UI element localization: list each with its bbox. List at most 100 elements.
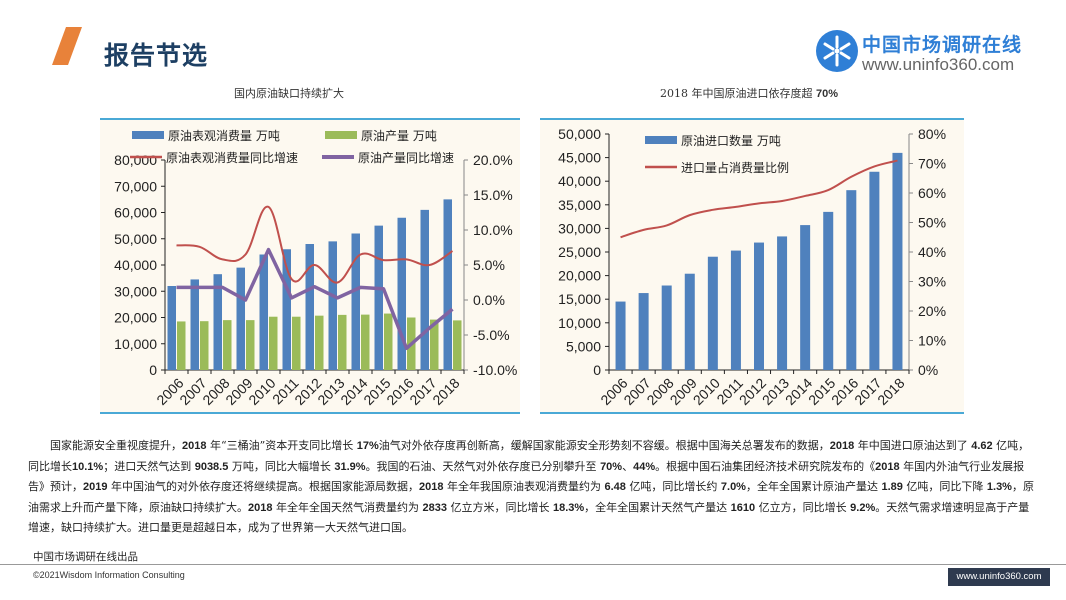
y2-tick-label: 10% xyxy=(918,333,946,349)
y-tick-label: 10,000 xyxy=(558,315,601,331)
paragraph-text: 亿吨，同比增长 xyxy=(28,439,1030,473)
x-tick-label: 2018 xyxy=(429,375,462,408)
legend-label: 原油表观消费量 万吨 xyxy=(168,129,280,143)
bar-原油表观消费量-万吨 xyxy=(305,244,314,370)
y-tick-label: 10,000 xyxy=(114,336,157,352)
paragraph-text: ，原油需求上升而产量下降，原油缺口持续扩大。 xyxy=(28,480,1034,514)
y-tick-label: 45,000 xyxy=(558,150,601,166)
y-tick-label: 50,000 xyxy=(558,126,601,142)
y-tick-label: 40,000 xyxy=(114,257,157,273)
paragraph-figure: 9.2% xyxy=(850,501,876,514)
footer-brand: 中国市场调研在线出品 xyxy=(33,551,138,563)
y2-tick-label: 0% xyxy=(918,362,938,378)
bar-原油表观消费量-万吨 xyxy=(213,274,222,370)
paragraph-text: 亿吨，同比增长约 xyxy=(625,480,721,493)
y2-tick-label: 10.0% xyxy=(473,222,513,238)
footer-divider xyxy=(0,564,1066,565)
bar-原油进口数量-万吨 xyxy=(869,171,880,370)
bar-原油产量-万吨 xyxy=(361,314,370,370)
paragraph-figure: 17% xyxy=(356,440,379,452)
title-accent-slash xyxy=(52,27,82,65)
legend-label: 进口量占消费量比例 xyxy=(681,160,789,175)
line-原油产量同比增速 xyxy=(176,247,454,351)
right-chart: 0 5,000 10,000 15,000 20,000 25,000 30,000 35,0… xyxy=(558,126,946,408)
y2-tick-label: 20% xyxy=(918,303,946,319)
paragraph-figure: 2018 xyxy=(418,481,444,493)
footer-copyright: ©2021Wisdom Information Consulting xyxy=(33,570,185,580)
bar-原油进口数量-万吨 xyxy=(823,211,834,370)
paragraph-text: 年国内外油气行业发展报告》预计， xyxy=(28,459,1025,494)
paragraph-text: 年中国进口原油达到了 xyxy=(854,439,972,452)
bar-原油产量-万吨 xyxy=(292,316,301,370)
y2-tick-label: 70% xyxy=(918,156,946,172)
bar-原油表观消费量-万吨 xyxy=(167,286,176,370)
paragraph-text: 国家能源安全重视度提升， xyxy=(50,439,182,452)
legend-label: 原油表观消费量同比增速 xyxy=(166,151,298,165)
bar-原油进口数量-万吨 xyxy=(730,250,741,370)
y2-tick-label: -5.0% xyxy=(473,327,510,343)
bar-原油表观消费量-万吨 xyxy=(259,254,268,370)
legend-swatch xyxy=(325,131,357,139)
y-tick-label: 35,000 xyxy=(558,197,601,213)
y2-tick-label: 60% xyxy=(918,185,946,201)
y-tick-label: 25,000 xyxy=(558,244,601,260)
bar-原油进口数量-万吨 xyxy=(846,190,857,370)
paragraph-text: 年全年我国原油表观消费量约为 xyxy=(443,480,605,493)
bar-原油产量-万吨 xyxy=(315,315,324,370)
y-tick-label: 60,000 xyxy=(114,205,157,221)
y2-tick-label: 15.0% xyxy=(473,187,513,203)
bar-原油进口数量-万吨 xyxy=(615,301,626,370)
y-tick-label: 0 xyxy=(149,362,157,378)
paragraph-text: ，全年全国累计天然气产量达 xyxy=(584,500,731,514)
paragraph-figure: 70% xyxy=(600,460,623,473)
bar-原油表观消费量-万吨 xyxy=(443,199,452,370)
bar-原油进口数量-万吨 xyxy=(800,225,811,370)
right-chart-title: 2018 年中国原油进口依存度超 70% xyxy=(660,85,838,101)
y-tick-label: 0 xyxy=(593,362,601,378)
y-tick-label: 50,000 xyxy=(114,231,157,247)
bar-原油进口数量-万吨 xyxy=(661,285,672,370)
y2-tick-label: 0.0% xyxy=(473,292,505,308)
left-chart-title: 国内原油缺口持续扩大 xyxy=(234,87,344,100)
paragraph-figure: 18.3% xyxy=(552,501,585,514)
paragraph-text: 。我国的石油、天然气对外依存度已分别攀升至 xyxy=(365,459,601,473)
paragraph-text: 亿立方，同比增长 xyxy=(755,500,851,514)
y-tick-label: 20,000 xyxy=(114,310,157,326)
paragraph-text: ，全年全国累计原油产量达 xyxy=(745,480,882,493)
bar-原油进口数量-万吨 xyxy=(892,152,903,370)
legend-swatch xyxy=(132,131,164,139)
paragraph-text: 年全年全国天然气消费量约为 xyxy=(272,500,423,514)
y2-tick-label: 80% xyxy=(918,126,946,142)
legend-label: 原油产量同比增速 xyxy=(358,151,454,165)
paragraph-figure: 6.48 xyxy=(604,481,626,493)
bar-原油表观消费量-万吨 xyxy=(374,225,383,370)
line-原油表观消费量同比增速 xyxy=(176,205,454,284)
y-tick-label: 70,000 xyxy=(114,178,157,194)
paragraph-text: 油气对外依存度再创新高，缓解国家能源安全形势刻不容缓。根据中国海关总署发布的数据… xyxy=(378,439,830,452)
y2-tick-label: -10.0% xyxy=(473,362,517,378)
bar-原油产量-万吨 xyxy=(430,319,439,370)
footer-url-badge[interactable]: www.uninfo360.com xyxy=(948,568,1050,586)
bar-原油产量-万吨 xyxy=(453,320,462,370)
paragraph-figure: 2833 xyxy=(422,501,447,514)
bar-原油表观消费量-万吨 xyxy=(420,209,429,370)
x-tick-label: 2018 xyxy=(874,375,907,408)
paragraph-figure: 2018 xyxy=(875,460,900,473)
left-chart-panel: 0 10,000 20,000 30,000 40,000 50,000 60,000 70,… xyxy=(100,118,520,414)
paragraph-figure: 2018 xyxy=(248,501,273,514)
bar-原油进口数量-万吨 xyxy=(777,236,788,370)
paragraph-text: 。根据中国石油集团经济技术研究院发布的《 xyxy=(655,459,876,473)
paragraph-figure: 10.1% xyxy=(72,460,104,473)
bar-原油产量-万吨 xyxy=(223,320,232,370)
y-tick-label: 15,000 xyxy=(558,291,601,307)
y-tick-label: 80,000 xyxy=(114,152,157,168)
bar-原油表观消费量-万吨 xyxy=(351,233,360,370)
paragraph-figure: 1610 xyxy=(730,501,756,514)
paragraph-figure: 2018 xyxy=(182,440,207,452)
paragraph-text: 、 xyxy=(622,459,634,473)
paragraph-text: 亿立方米，同比增长 xyxy=(446,500,553,514)
y-tick-label: 40,000 xyxy=(558,173,601,189)
y2-tick-label: 5.0% xyxy=(473,257,505,273)
y2-tick-label: 30% xyxy=(918,274,946,290)
bar-原油进口数量-万吨 xyxy=(638,293,649,370)
